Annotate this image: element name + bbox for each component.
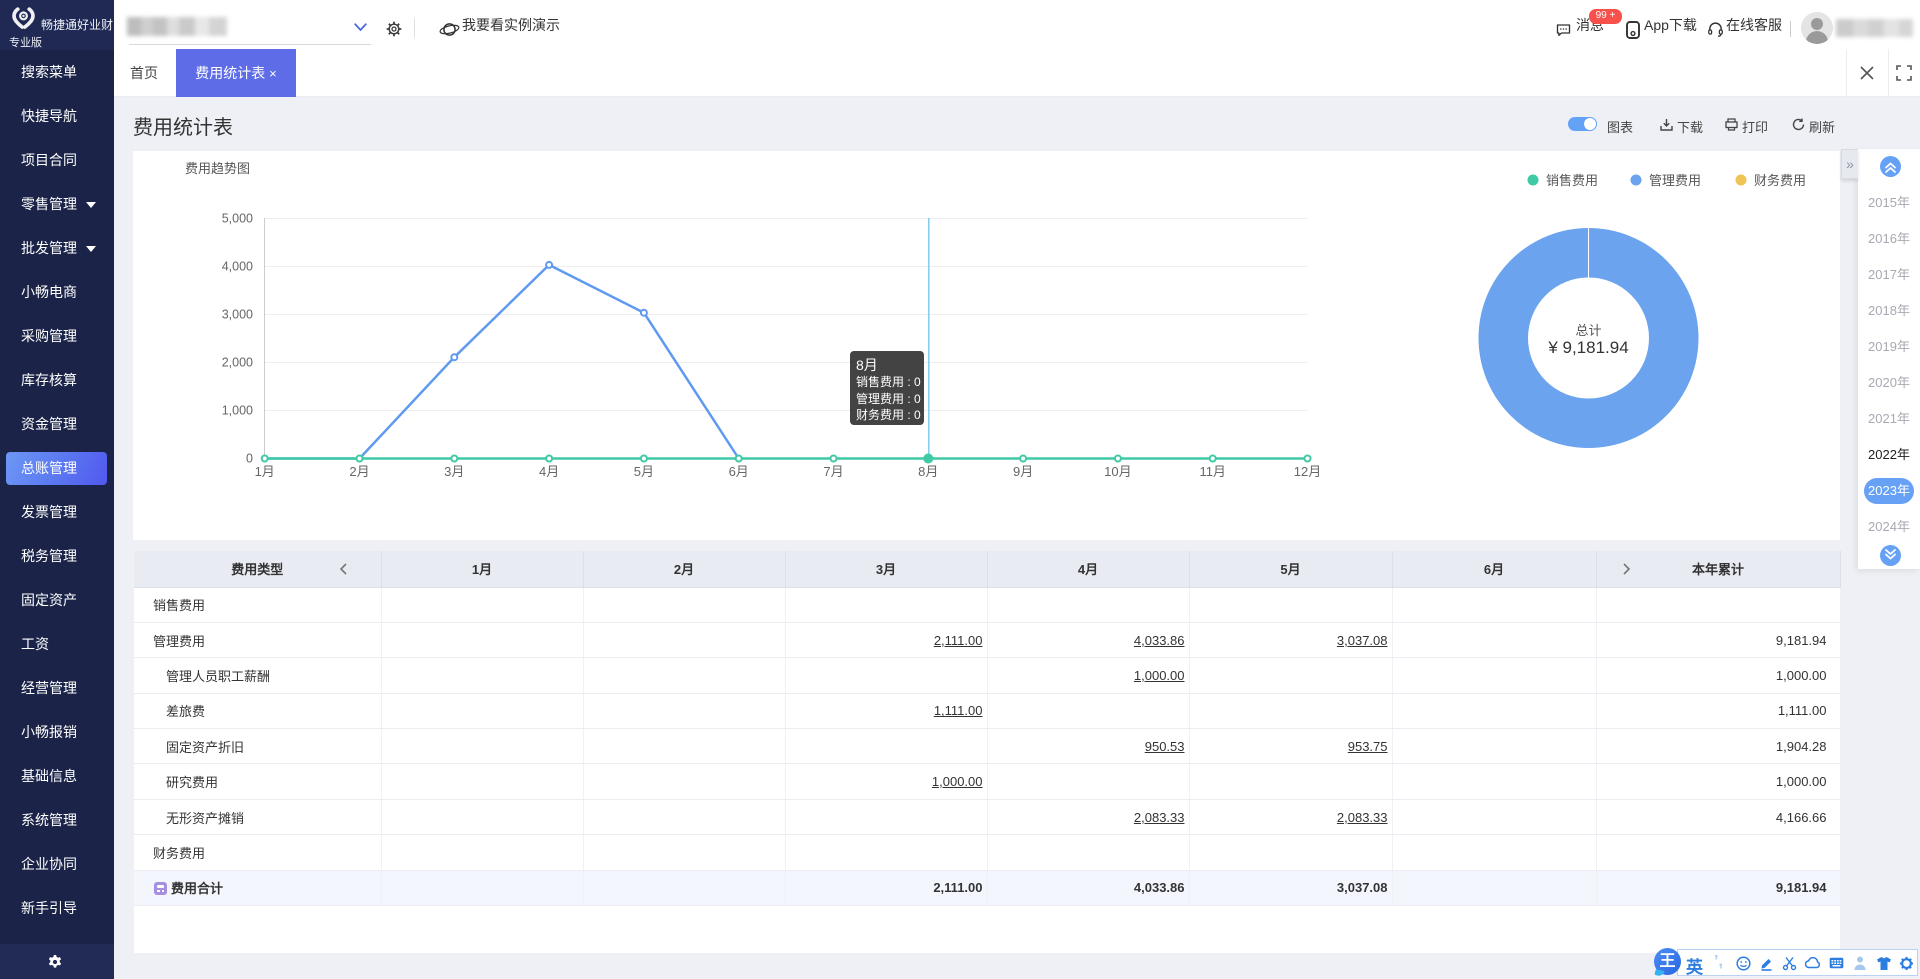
svg-text:7月: 7月 — [823, 464, 843, 479]
svg-text:3月: 3月 — [444, 464, 464, 479]
svg-text:5月: 5月 — [634, 464, 654, 479]
svg-text:销售费用: 销售费用 — [1546, 173, 1598, 188]
svg-text:4,000: 4,000 — [222, 260, 253, 274]
svg-text:管理费用: 管理费用 — [1649, 173, 1701, 188]
svg-text:2月: 2月 — [349, 464, 369, 479]
svg-text:2,000: 2,000 — [222, 356, 253, 370]
svg-text:0: 0 — [246, 452, 253, 466]
svg-text:5,000: 5,000 — [222, 212, 253, 226]
svg-text:费用趋势图: 费用趋势图 — [185, 161, 250, 176]
svg-text:12月: 12月 — [1294, 464, 1321, 479]
svg-text:6月: 6月 — [729, 464, 749, 479]
svg-text:11月: 11月 — [1199, 464, 1226, 479]
svg-text:10月: 10月 — [1104, 464, 1131, 479]
svg-text:8月: 8月 — [918, 464, 938, 479]
svg-text:1,000: 1,000 — [222, 404, 253, 418]
svg-text:1月: 1月 — [255, 464, 275, 479]
svg-text:财务费用: 财务费用 — [1754, 173, 1806, 188]
svg-text:4月: 4月 — [539, 464, 559, 479]
svg-text:3,000: 3,000 — [222, 308, 253, 322]
svg-text:9月: 9月 — [1013, 464, 1033, 479]
svg-text:¥ 9,181.94: ¥ 9,181.94 — [1547, 338, 1628, 357]
svg-text:总计: 总计 — [1575, 323, 1601, 338]
